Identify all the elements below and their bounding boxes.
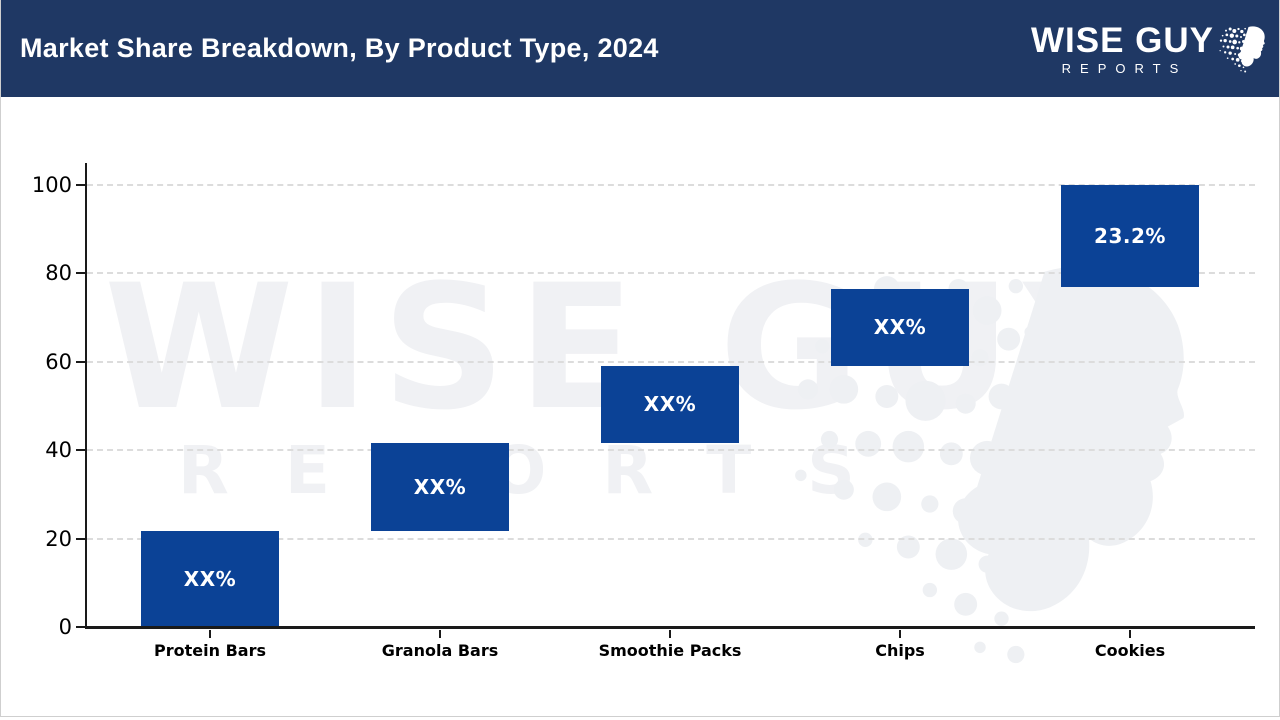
brand-logo: WISE GUY REPORTS [1031,7,1266,91]
y-axis-tick [76,537,86,540]
bar-value-label: 23.2% [1094,223,1166,248]
x-axis-tick [439,630,441,638]
wiseguy-face-icon [1216,7,1266,91]
x-axis-tick [209,630,211,638]
gridline [87,272,1255,274]
bar-segment: XX% [371,442,509,531]
bar-segment: 23.2% [1061,184,1199,288]
y-axis-tick [76,183,86,186]
y-axis-tick [76,272,86,274]
bar-value-label: XX% [183,566,237,591]
gridline [87,449,1255,451]
header-bar: Market Share Breakdown, By Product Type,… [0,0,1280,97]
brand-name: WISE GUY [1030,20,1214,60]
y-axis-tick-label: 100 [31,172,72,197]
y-axis-line [85,163,87,629]
y-axis-tick [76,626,86,628]
gridline [87,183,1255,186]
y-axis-tick-label: 60 [45,349,72,374]
bar-value-label: XX% [413,474,467,499]
x-axis-tick [1129,630,1131,638]
x-axis-category-label: Cookies [1094,641,1166,660]
x-axis-category-label: Granola Bars [381,641,499,660]
bar-segment: XX% [141,530,279,627]
y-axis-tick-label: 80 [45,261,72,285]
x-axis-tick [899,630,901,638]
bar-segment: XX% [831,288,969,366]
y-axis-tick [76,360,86,363]
bar-value-label: XX% [873,315,927,340]
x-axis-category-label: Smoothie Packs [598,641,742,660]
x-axis-category-label: Chips [875,641,925,660]
y-axis-tick-label: 20 [45,526,72,551]
bar-value-label: XX% [643,392,697,417]
watermark-brand-subtitle: REPORTS [178,432,911,509]
y-axis-tick-label: 40 [45,438,72,462]
x-axis-tick [669,630,671,638]
brand-subtitle: REPORTS [1061,60,1188,76]
x-axis-line [85,626,1255,629]
gridline [87,537,1255,540]
y-axis-tick [76,449,86,451]
x-axis-category-label: Protein Bars [154,641,266,660]
brand-logo-text: WISE GUY REPORTS [1031,23,1214,75]
page-title: Market Share Breakdown, By Product Type,… [20,33,659,63]
y-axis-tick-label: 0 [58,615,72,639]
gridline [87,360,1255,363]
bar-segment: XX% [601,365,739,443]
